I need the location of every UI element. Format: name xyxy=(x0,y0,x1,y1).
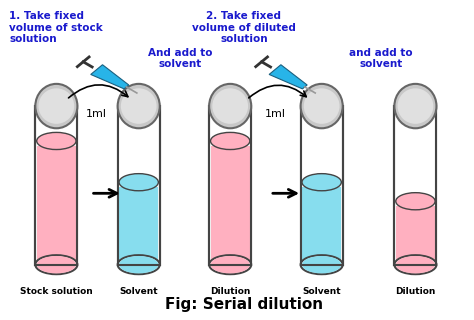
Bar xyxy=(119,182,158,265)
Ellipse shape xyxy=(304,88,339,124)
Ellipse shape xyxy=(36,132,76,149)
Bar xyxy=(36,106,77,265)
Bar xyxy=(118,106,160,265)
Ellipse shape xyxy=(36,84,77,128)
Text: Fig: Serial dilution: Fig: Serial dilution xyxy=(165,297,323,312)
Ellipse shape xyxy=(209,255,251,274)
Bar xyxy=(210,141,250,265)
Bar xyxy=(118,106,160,265)
Bar xyxy=(302,106,341,187)
Ellipse shape xyxy=(119,256,158,273)
Ellipse shape xyxy=(210,256,250,273)
Bar xyxy=(396,106,435,206)
Ellipse shape xyxy=(36,255,77,274)
Text: Dilution: Dilution xyxy=(395,287,436,296)
Bar xyxy=(210,106,250,146)
Text: Solvent: Solvent xyxy=(119,287,158,296)
Bar xyxy=(301,106,343,265)
Bar xyxy=(119,106,158,187)
Bar xyxy=(394,106,437,265)
Bar xyxy=(209,106,251,265)
Ellipse shape xyxy=(394,255,437,274)
Bar xyxy=(36,106,76,146)
Ellipse shape xyxy=(118,255,160,274)
Ellipse shape xyxy=(118,84,160,128)
Bar xyxy=(302,182,341,265)
Text: and add to
solvent: and add to solvent xyxy=(349,48,413,69)
Ellipse shape xyxy=(398,88,433,124)
Bar xyxy=(209,106,251,265)
Text: And add to
solvent: And add to solvent xyxy=(147,48,212,69)
Text: 1ml: 1ml xyxy=(264,109,285,119)
Bar xyxy=(301,106,343,265)
Ellipse shape xyxy=(394,84,437,128)
Text: Stock solution: Stock solution xyxy=(20,287,93,296)
Ellipse shape xyxy=(36,256,76,273)
Text: 1ml: 1ml xyxy=(86,109,107,119)
Text: Dilution: Dilution xyxy=(210,287,250,296)
Ellipse shape xyxy=(210,132,250,149)
Text: 1. Take fixed
volume of stock
solution: 1. Take fixed volume of stock solution xyxy=(9,11,103,44)
Ellipse shape xyxy=(302,174,341,191)
Bar xyxy=(396,201,435,265)
Polygon shape xyxy=(269,65,307,89)
Ellipse shape xyxy=(301,255,343,274)
Ellipse shape xyxy=(302,256,341,273)
Ellipse shape xyxy=(38,88,74,124)
Text: Solvent: Solvent xyxy=(302,287,341,296)
Bar xyxy=(36,106,77,265)
Ellipse shape xyxy=(212,88,248,124)
Bar xyxy=(394,106,437,265)
Ellipse shape xyxy=(396,193,435,210)
Ellipse shape xyxy=(121,88,156,124)
Polygon shape xyxy=(91,65,129,89)
Text: 2. Take fixed
volume of diluted
solution: 2. Take fixed volume of diluted solution xyxy=(192,11,296,44)
Ellipse shape xyxy=(396,256,435,273)
Ellipse shape xyxy=(301,84,343,128)
Bar xyxy=(36,141,76,265)
Ellipse shape xyxy=(119,174,158,191)
Ellipse shape xyxy=(209,84,251,128)
